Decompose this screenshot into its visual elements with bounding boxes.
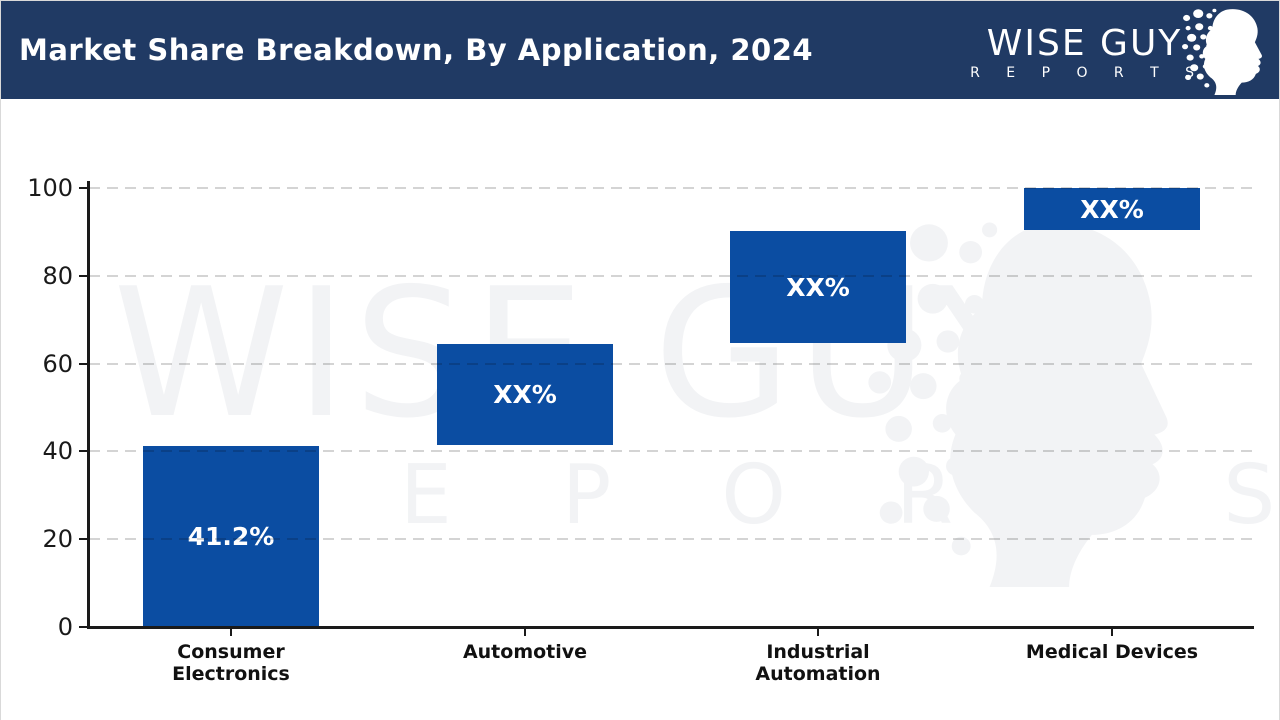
logo-subtext: R E P O R T S: [970, 65, 1205, 81]
y-tick: [79, 626, 87, 628]
gridline-80: [89, 275, 1254, 277]
gridline-40: [89, 450, 1254, 452]
logo-face-icon: [1182, 8, 1262, 95]
y-tick-label: 20: [42, 525, 73, 553]
x-axis-line: [87, 626, 1254, 629]
bar-consumer-electronics: 41.2%: [143, 446, 319, 627]
x-category-label: Consumer Electronics: [172, 641, 290, 685]
page-title: Market Share Breakdown, By Application, …: [19, 33, 814, 67]
y-tick: [79, 187, 87, 189]
watermark-face-icon: [868, 222, 1168, 587]
x-category-label: Automotive: [462, 641, 588, 663]
gridline-100: [89, 187, 1254, 189]
y-tick-label: 0: [57, 613, 73, 641]
bar-industrial-automation: XX%: [730, 231, 906, 343]
y-tick-label: 40: [42, 437, 73, 465]
y-tick-label: 80: [42, 262, 73, 290]
header-banner: Market Share Breakdown, By Application, …: [1, 1, 1279, 99]
y-tick: [79, 363, 87, 365]
x-category-label: Industrial Automation: [755, 641, 881, 685]
bar-medical-devices: XX%: [1024, 188, 1200, 230]
x-tick: [524, 629, 526, 636]
chart-area: WISE GUY R E P O R T S 41.2% XX% XX%: [1, 99, 1279, 720]
y-tick: [79, 275, 87, 277]
bar-value-label: XX%: [1080, 194, 1144, 224]
y-tick-label: 100: [27, 174, 73, 202]
bar-value-label: XX%: [493, 380, 557, 409]
y-tick: [79, 450, 87, 452]
gridline-20: [89, 538, 1254, 540]
logo-wordmark: WISE GUY R E P O R T S: [964, 23, 1205, 82]
x-tick: [1111, 629, 1113, 636]
logo-word: WISE GUY: [986, 23, 1183, 64]
gridline-60: [89, 363, 1254, 365]
x-category-label: Medical Devices: [1025, 641, 1199, 663]
bar-value-label: 41.2%: [187, 522, 275, 551]
y-tick-label: 60: [42, 350, 73, 378]
y-axis-line: [87, 181, 90, 629]
x-tick: [230, 629, 232, 636]
bar-value-label: XX%: [786, 272, 850, 302]
wiseguy-logo: WISE GUY R E P O R T S: [964, 7, 1265, 95]
bar-automotive: XX%: [437, 344, 613, 445]
x-tick: [817, 629, 819, 636]
y-tick: [79, 538, 87, 540]
